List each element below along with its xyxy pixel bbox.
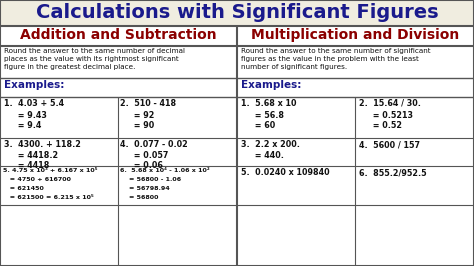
Text: 6.  855.2/952.5: 6. 855.2/952.5	[359, 168, 427, 177]
Text: = 92: = 92	[120, 111, 155, 120]
Text: Examples:: Examples:	[241, 80, 301, 90]
Text: Round the answer to the same number of significant
figures as the value in the p: Round the answer to the same number of s…	[241, 48, 430, 69]
Text: 1.  5.68 x 10: 1. 5.68 x 10	[241, 99, 297, 108]
Text: Multiplication and Division: Multiplication and Division	[251, 28, 460, 42]
Text: = 621450: = 621450	[3, 186, 44, 191]
Text: 2.  510 - 418: 2. 510 - 418	[120, 99, 176, 108]
Text: = 621500 = 6.215 x 10⁵: = 621500 = 6.215 x 10⁵	[3, 195, 94, 200]
Text: Addition and Subtraction: Addition and Subtraction	[20, 28, 217, 42]
Bar	[0, 0, 474, 26]
Text: = 90: = 90	[120, 121, 154, 130]
Text: = 4750 + 616700: = 4750 + 616700	[3, 177, 71, 182]
Text: 4.  5600 / 157: 4. 5600 / 157	[359, 140, 420, 149]
Text: 5.  0.0240 x 109840: 5. 0.0240 x 109840	[241, 168, 329, 177]
Text: = 56800 - 1.06: = 56800 - 1.06	[120, 177, 181, 182]
Text: Examples:: Examples:	[4, 80, 64, 90]
Text: = 0.5213: = 0.5213	[359, 111, 413, 120]
Text: = 4418: = 4418	[4, 161, 49, 170]
Text: Calculations with Significant Figures: Calculations with Significant Figures	[36, 3, 438, 22]
Text: = 9.4: = 9.4	[4, 121, 41, 130]
Text: 5. 4.75 x 10³ + 6.167 x 10⁵: 5. 4.75 x 10³ + 6.167 x 10⁵	[3, 168, 98, 173]
Text: 1.  4.03 + 5.4: 1. 4.03 + 5.4	[4, 99, 64, 108]
Text: 3.  4300. + 118.2: 3. 4300. + 118.2	[4, 140, 81, 149]
Text: = 56798.94: = 56798.94	[120, 186, 170, 191]
Text: 4.  0.077 - 0.02: 4. 0.077 - 0.02	[120, 140, 188, 149]
Text: = 9.43: = 9.43	[4, 111, 47, 120]
Text: 6.  5.68 x 10⁴ - 1.06 x 10²: 6. 5.68 x 10⁴ - 1.06 x 10²	[120, 168, 210, 173]
Text: = 0.52: = 0.52	[359, 121, 402, 130]
Text: = 60: = 60	[241, 121, 275, 130]
Text: = 440.: = 440.	[241, 151, 284, 160]
Text: = 56.8: = 56.8	[241, 111, 284, 120]
Text: = 56800: = 56800	[120, 195, 158, 200]
Text: = 0.06: = 0.06	[120, 161, 163, 170]
Text: = 0.057: = 0.057	[120, 151, 168, 160]
Text: = 4418.2: = 4418.2	[4, 151, 58, 160]
Text: Round the answer to the same number of decimal
places as the value with its righ: Round the answer to the same number of d…	[4, 48, 185, 69]
Text: 2.  15.64 / 30.: 2. 15.64 / 30.	[359, 99, 421, 108]
Text: 3.  2.2 x 200.: 3. 2.2 x 200.	[241, 140, 300, 149]
